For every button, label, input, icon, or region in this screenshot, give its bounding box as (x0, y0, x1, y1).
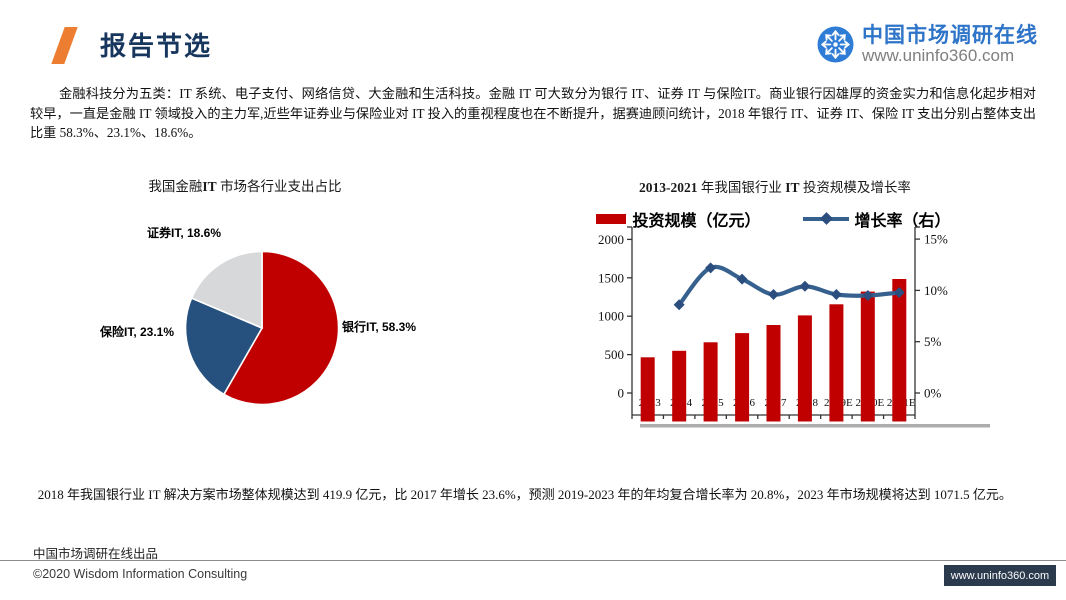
svg-text:500: 500 (605, 347, 625, 362)
svg-text:0%: 0% (924, 386, 942, 401)
brand-url: www.uninfo360.com (862, 46, 1015, 65)
summary-paragraph: 2018 年我国银行业 IT 解决方案市场整体规模达到 419.9 亿元，比 2… (37, 487, 1012, 502)
header-slash-decoration (51, 27, 78, 64)
combo-chart-title: 2013-2021 年我国银行业 IT 投资规模及增长率 (639, 180, 911, 195)
legend-bar-swatch-icon (596, 214, 627, 224)
svg-text:5%: 5% (924, 334, 942, 349)
svg-text:10%: 10% (924, 283, 948, 298)
legend-bar-label: 投资规模（亿元） (632, 213, 761, 230)
pie-label-insurance: 保险IT, 23.1% (100, 325, 175, 339)
brand[interactable]: 中国市场调研在线 www.uninfo360.com (817, 24, 1038, 65)
pie-svg (184, 250, 340, 406)
svg-text:2000: 2000 (598, 232, 624, 247)
pie-label-securities: 证券IT, 18.6% (147, 226, 222, 240)
pie-label-bank: 银行IT, 58.3% (342, 320, 417, 334)
bar-line-chart: 2013-2021 年我国银行业 IT 投资规模及增长率 投资规模（亿元） 增长… (590, 170, 1020, 440)
svg-text:0: 0 (618, 386, 625, 401)
legend-line-label: 增长率（右） (854, 213, 951, 230)
svg-text:1500: 1500 (598, 270, 624, 285)
brand-text: 中国市场调研在线 www.uninfo360.com (862, 24, 1038, 65)
page-title: 报告节选 (100, 31, 213, 61)
svg-text:15%: 15% (924, 232, 948, 247)
brand-name: 中国市场调研在线 (862, 24, 1038, 47)
footer-copyright: ©2020 Wisdom Information Consulting (33, 567, 248, 581)
legend-item-line: 增长率（右） (802, 207, 951, 231)
brand-logo-icon (817, 26, 854, 63)
combo-svg: 05001000150020000%5%10%15%20132014201520… (598, 226, 990, 428)
pie-chart-title: 我国金融IT 市场各行业支出占比 (148, 179, 342, 194)
legend-line-swatch-icon (802, 212, 849, 225)
svg-text:1000: 1000 (598, 309, 624, 324)
chart-legend: 投资规模（亿元） 增长率（右） (596, 207, 951, 231)
footer-divider (0, 560, 1066, 561)
legend-item-bars: 投资规模（亿元） (596, 207, 761, 231)
intro-paragraph: 金融科技分为五类：IT 系统、电子支付、网络信贷、大金融和生活科技。金融 IT … (30, 86, 1036, 141)
footer-produced-by: 中国市场调研在线出品 (33, 547, 159, 561)
footer-url-badge[interactable]: www.uninfo360.com (944, 565, 1056, 586)
